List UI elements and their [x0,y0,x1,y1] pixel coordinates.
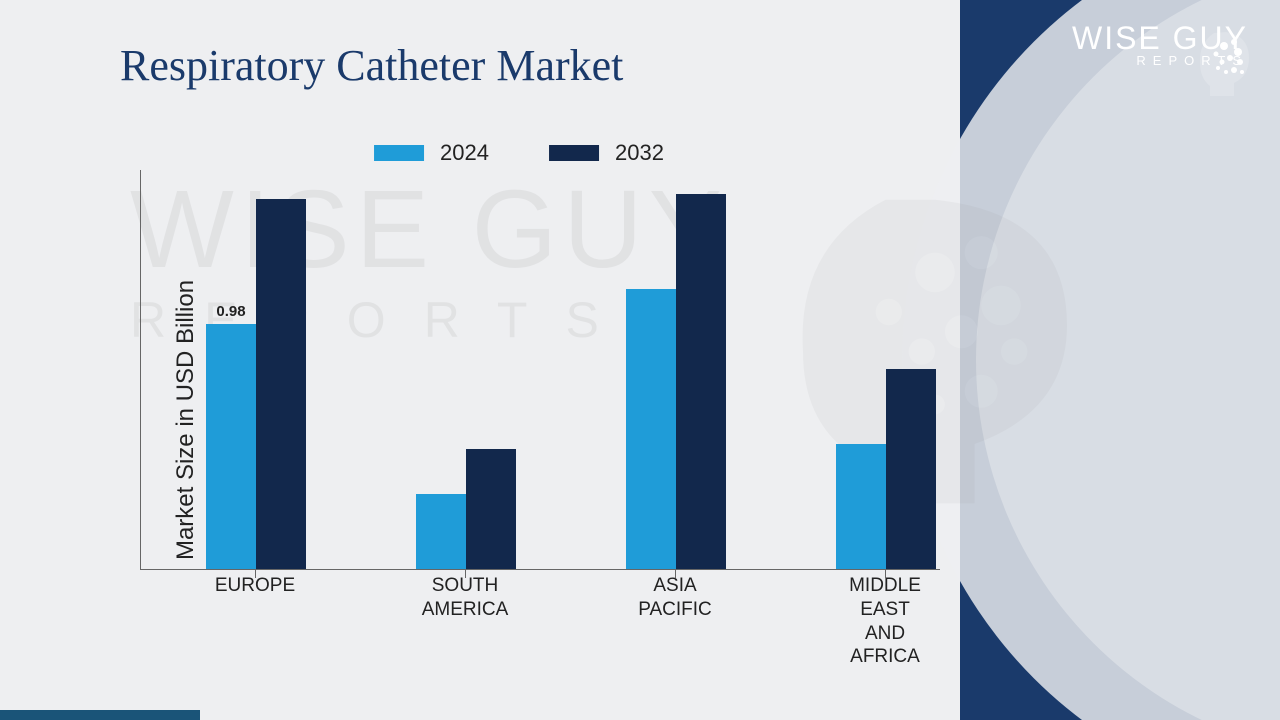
legend: 2024 2032 [374,140,664,166]
bar-group [581,194,771,569]
x-axis-label: SOUTHAMERICA [370,574,560,622]
legend-label: 2032 [615,140,664,166]
x-axis-tick [255,570,256,578]
legend-item: 2024 [374,140,489,166]
bar-group [791,369,981,569]
x-axis-tick [885,570,886,578]
bar-chart: 20242032 Market Size in USD Billion 0.98… [40,140,940,700]
legend-label: 2024 [440,140,489,166]
plot-area: 0.98 [140,170,940,570]
legend-swatch [549,145,599,161]
logo-main-text: WISE GUY [1072,20,1248,57]
bar [466,449,516,569]
page: WISE GUY REPORTS Respiratory Catheter Ma… [0,0,1280,720]
bar-value-label: 0.98 [206,303,256,320]
bar [256,199,306,569]
bar [676,194,726,569]
bottom-accent-bar [0,710,200,720]
x-axis-tick [675,570,676,578]
bar [626,289,676,569]
brand-logo: WISE GUY REPORTS [1072,20,1248,68]
bar-group [371,449,561,569]
x-axis-label: MIDDLEEASTANDAFRICA [790,574,980,669]
legend-swatch [374,145,424,161]
chart-title: Respiratory Catheter Market [120,40,623,91]
bar [836,444,886,569]
bar-group: 0.98 [161,199,351,569]
legend-item: 2032 [549,140,664,166]
bar [416,494,466,569]
bar [886,369,936,569]
x-axis-tick [465,570,466,578]
bar [206,324,256,569]
x-axis-label: ASIAPACIFIC [580,574,770,622]
